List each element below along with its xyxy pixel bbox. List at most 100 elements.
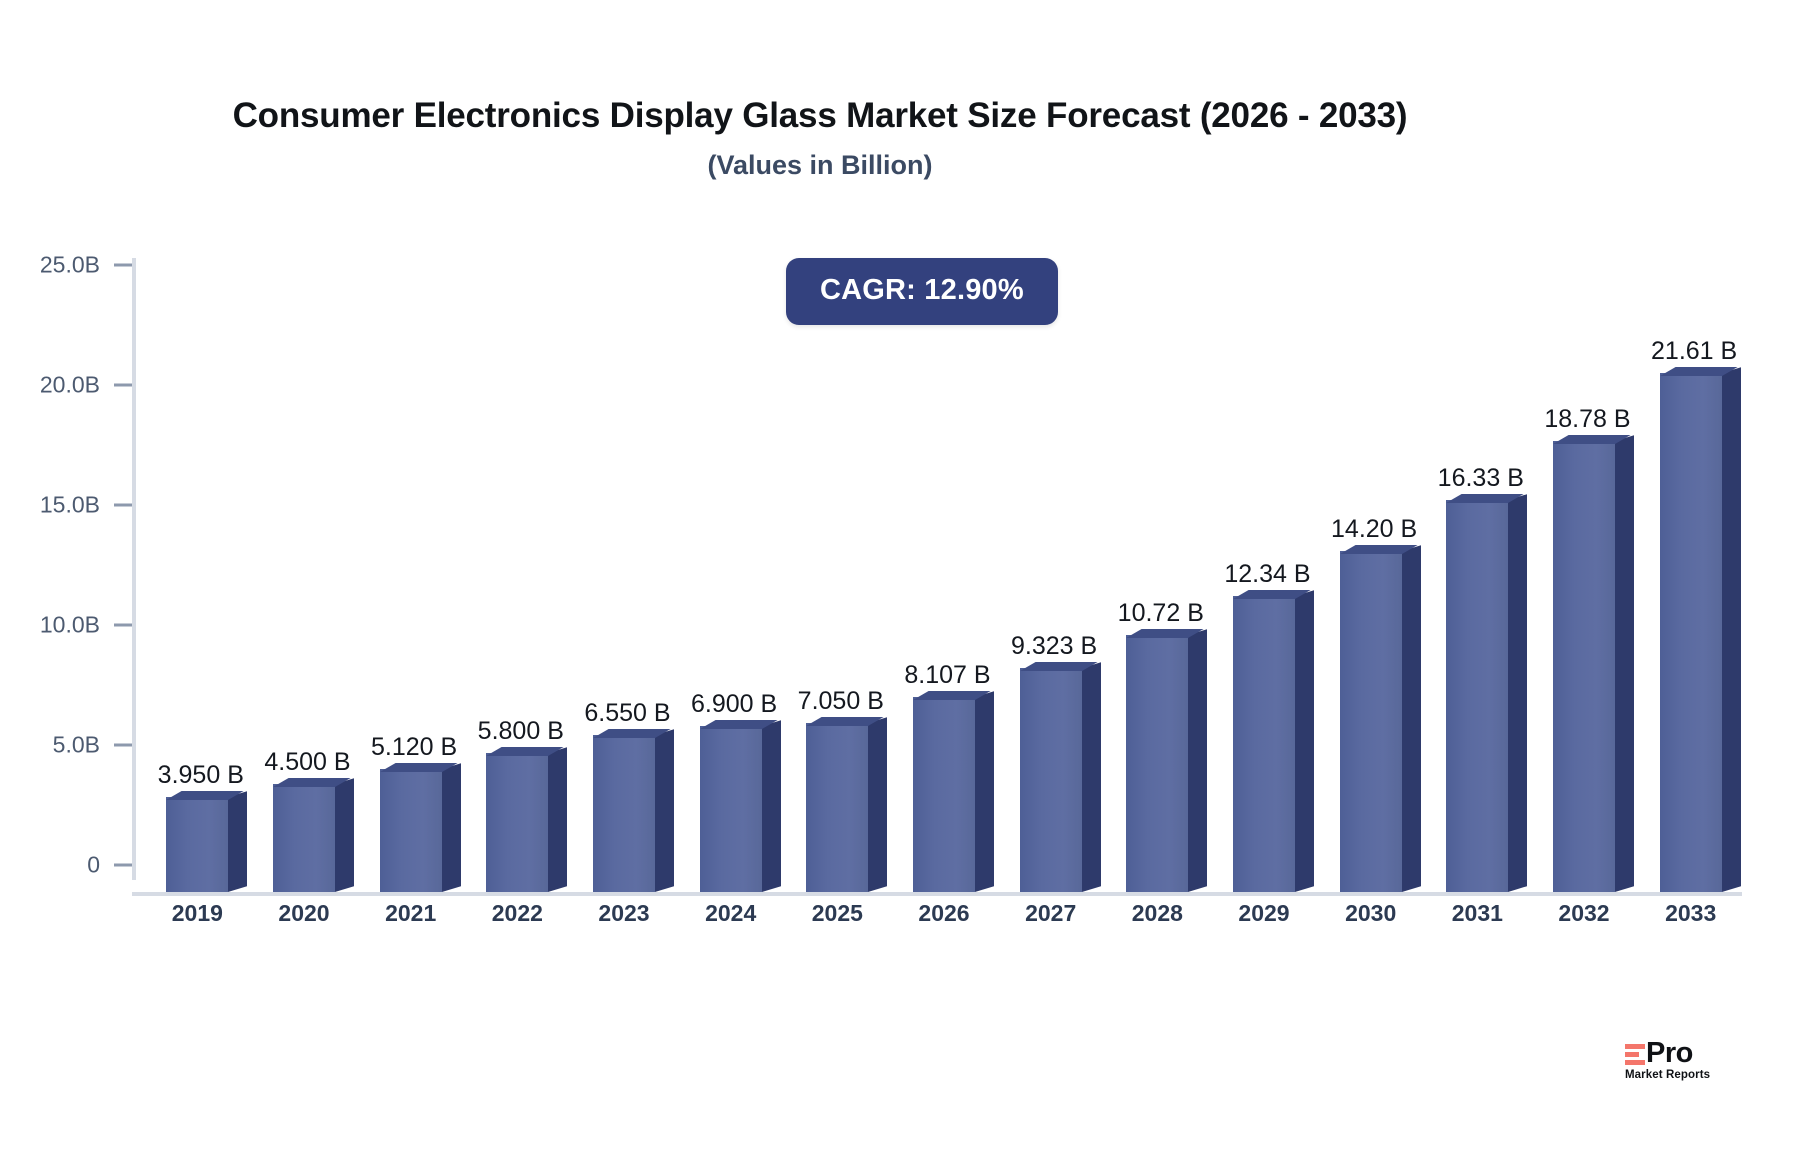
x-axis-line	[132, 892, 1742, 896]
title-block: Consumer Electronics Display Glass Marke…	[0, 96, 1640, 181]
bar-front-face	[1659, 373, 1722, 892]
x-axis-label: 2032	[1558, 900, 1610, 926]
x-axis-label: 2022	[491, 900, 543, 926]
bar-value-label: 18.78 B	[1544, 405, 1631, 434]
bars-icon	[1625, 1040, 1645, 1065]
bar-side-face	[1401, 545, 1421, 892]
bar: 4.500 B	[264, 748, 354, 892]
y-axis-tick: 0	[87, 852, 132, 879]
bar-side-face	[975, 691, 994, 892]
bar-column: 4.500 B	[264, 292, 354, 892]
y-axis-tick: 5.0B	[53, 732, 132, 759]
bar: 5.120 B	[371, 733, 461, 892]
cagr-badge: CAGR: 12.90%	[786, 258, 1058, 325]
bar-front-face	[1339, 551, 1402, 892]
x-axis-label: 2027	[1025, 900, 1077, 926]
bar: 6.550 B	[584, 699, 674, 892]
y-axis-tick: 10.0B	[40, 612, 132, 639]
y-axis-tick-mark	[114, 263, 132, 267]
bar-side-face	[1721, 367, 1741, 892]
bar-column: 10.72 B	[1118, 292, 1208, 892]
bar-front-face	[1553, 441, 1615, 892]
bar-value-label: 6.900 B	[691, 690, 778, 719]
bar: 12.34 B	[1224, 560, 1314, 892]
bar-side-face	[1508, 494, 1528, 892]
bar-value-label: 5.800 B	[477, 716, 564, 745]
bar-side-face	[441, 763, 461, 892]
bar: 9.323 B	[1011, 632, 1101, 892]
bar-front-face	[273, 784, 335, 892]
bar: 5.800 B	[478, 717, 568, 892]
bar-value-label: 16.33 B	[1437, 464, 1524, 493]
y-axis-tick-label: 5.0B	[52, 731, 100, 758]
x-axis-label: 2033	[1665, 900, 1717, 926]
y-axis-line	[132, 258, 136, 880]
x-axis-label: 2026	[918, 900, 970, 926]
bar-value-label: 8.107 B	[904, 661, 991, 690]
bar-side-face	[1615, 435, 1634, 892]
plot-area: 25.0B 20.0B 15.0B 10.0B 5.0B 0 3.950 B 4.500 B…	[40, 252, 1742, 896]
bar: 3.950 B	[158, 761, 248, 892]
x-axis-label: 2019	[171, 900, 223, 926]
brand-logo: Pro Market Reports	[1625, 1037, 1775, 1082]
bar-front-face	[1126, 634, 1189, 892]
x-axis-label: 2028	[1131, 900, 1183, 926]
bar-value-label: 6.550 B	[584, 698, 671, 727]
x-axis-labels: 2019 2020 2021 2022 2023 2024 2025 2026 2027 2028…	[132, 900, 1732, 940]
bar-value-label: 3.950 B	[157, 761, 244, 790]
bar-column: 16.33 B	[1438, 292, 1528, 892]
y-axis-tick-mark	[114, 383, 132, 387]
y-axis-tick-mark	[114, 623, 132, 627]
bar-column: 7.050 B	[798, 292, 888, 892]
bar-value-label: 5.120 B	[371, 733, 458, 762]
bar: 10.72 B	[1118, 599, 1208, 892]
y-axis-tick-mark	[114, 743, 132, 747]
bar-front-face	[593, 734, 655, 892]
bar-column: 21.61 B	[1651, 292, 1741, 892]
bar-front-face	[699, 726, 762, 892]
logo-tagline: Market Reports	[1625, 1069, 1711, 1082]
bar-front-face	[1233, 595, 1295, 892]
bar-column: 12.34 B	[1224, 292, 1314, 892]
bar-value-label: 12.34 B	[1224, 559, 1311, 588]
bar-column: 18.78 B	[1544, 292, 1634, 892]
bar-column: 14.20 B	[1331, 292, 1421, 892]
bar-value-label: 14.20 B	[1331, 515, 1418, 544]
bar: 8.107 B	[904, 661, 994, 892]
y-axis-tick-label: 0	[87, 851, 100, 878]
bar-value-label: 4.500 B	[264, 748, 351, 776]
bar: 14.20 B	[1331, 515, 1421, 892]
bar-column: 6.550 B	[584, 292, 674, 892]
x-axis-label: 2023	[598, 900, 650, 926]
y-axis-tick-label: 15.0B	[39, 491, 100, 518]
logo-wordmark: Pro	[1646, 1037, 1693, 1069]
bar-column: 8.107 B	[904, 292, 994, 892]
y-axis-tick-mark	[114, 503, 132, 507]
y-axis-tick: 20.0B	[40, 372, 132, 399]
x-axis-label: 2024	[705, 900, 757, 926]
bar: 21.61 B	[1651, 337, 1741, 892]
logo-mark: Pro	[1625, 1037, 1775, 1069]
bar-front-face	[166, 797, 229, 892]
bar-front-face	[486, 752, 549, 892]
bar-value-label: 21.61 B	[1651, 337, 1738, 366]
y-axis-tick: 25.0B	[40, 252, 132, 279]
bar-column: 9.323 B	[1011, 292, 1101, 892]
bar-front-face	[1446, 500, 1509, 892]
x-axis-label: 2025	[811, 900, 863, 926]
bar-column: 6.900 B	[691, 292, 781, 892]
y-axis-tick: 15.0B	[40, 492, 132, 519]
bar: 18.78 B	[1544, 405, 1634, 892]
bar: 6.900 B	[691, 690, 781, 892]
bar-value-label: 9.323 B	[1011, 632, 1098, 661]
x-axis-label: 2031	[1451, 900, 1503, 926]
bar-front-face	[379, 769, 442, 892]
bar-side-face	[1295, 590, 1314, 892]
y-axis-tick-label: 25.0B	[39, 251, 100, 278]
bar-side-face	[761, 720, 781, 892]
x-axis-label: 2029	[1238, 900, 1290, 926]
bar-value-label: 10.72 B	[1117, 598, 1204, 627]
bar: 16.33 B	[1438, 464, 1528, 892]
page-title: Consumer Electronics Display Glass Marke…	[232, 96, 1408, 135]
y-axis-tick-label: 10.0B	[39, 611, 100, 638]
